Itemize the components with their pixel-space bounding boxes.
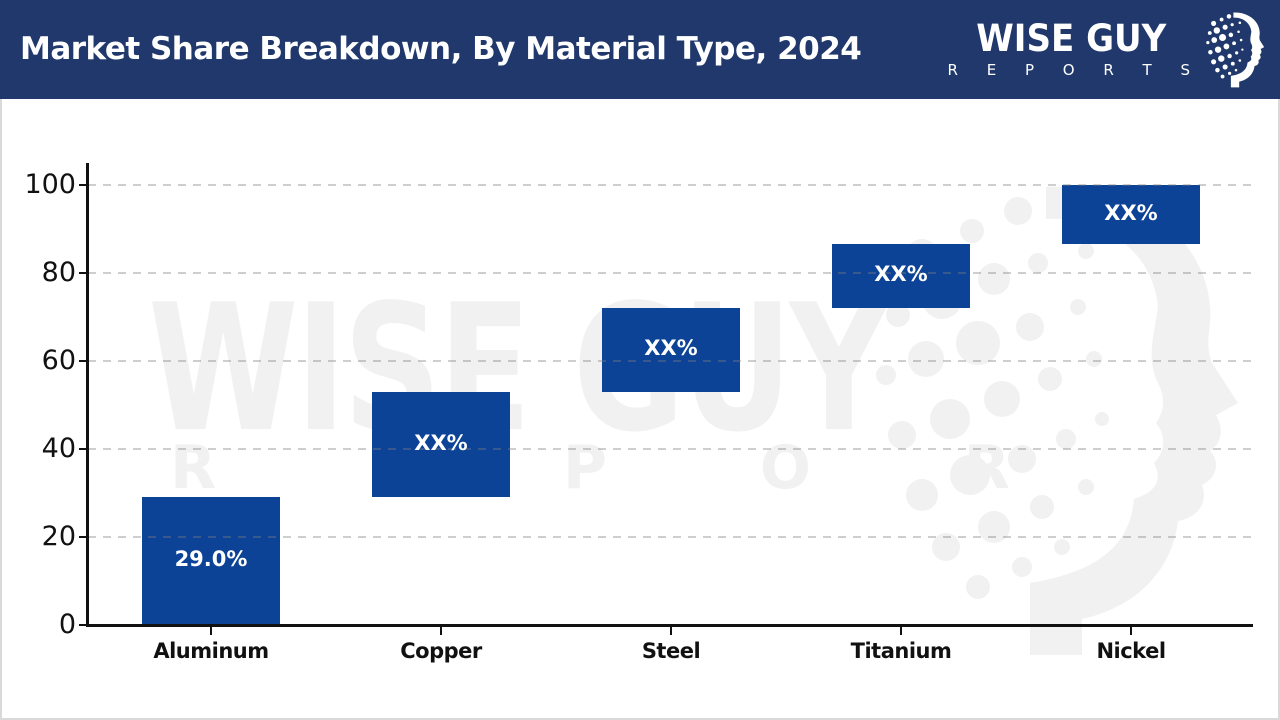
y-axis-tick-label: 0 xyxy=(58,609,76,640)
header-bar: Market Share Breakdown, By Material Type… xyxy=(0,0,1280,99)
page-title: Market Share Breakdown, By Material Type… xyxy=(20,31,862,67)
bar-steel xyxy=(602,308,740,392)
x-axis-tick-mark xyxy=(210,627,212,635)
y-axis-tick-mark xyxy=(79,448,87,450)
bar-value-label: XX% xyxy=(644,336,698,360)
y-axis-tick-mark xyxy=(79,184,87,186)
bar-value-label: XX% xyxy=(1104,200,1158,225)
x-axis-category-label: Steel xyxy=(641,639,701,663)
bar-value-label: XX% xyxy=(414,430,468,455)
watermark-wordmark: WISE GUY xyxy=(148,268,888,471)
bar-nickel xyxy=(1062,185,1200,245)
x-axis-tick-mark xyxy=(670,627,672,635)
watermark-reports-text: R E P O R T S xyxy=(170,433,1280,503)
y-axis-tick-label: 100 xyxy=(24,169,76,200)
x-axis-tick-mark xyxy=(1130,627,1132,635)
y-axis-tick-label: 80 xyxy=(41,257,76,288)
waterfall-chart: 0 20 40 60 80 100 29.0% Aluminum XX% Copper XX% Ste… xyxy=(0,99,1280,720)
bar-copper xyxy=(372,391,510,498)
gridline-y60 xyxy=(88,360,1253,362)
y-axis-tick-mark xyxy=(79,536,87,538)
gridline-y100 xyxy=(88,184,1253,186)
x-axis-tick-mark xyxy=(440,627,442,635)
x-axis-tick-mark xyxy=(900,627,902,635)
y-axis-tick-mark xyxy=(79,272,87,274)
x-axis-category-label: Nickel xyxy=(1096,639,1166,663)
brand-wordmark: WISE GUY xyxy=(976,17,1167,60)
x-axis-category-label: Aluminum xyxy=(153,639,269,663)
bar-value-label: 29.0% xyxy=(174,547,248,572)
y-axis-tick-label: 60 xyxy=(41,345,76,376)
brand-logo-text: WISE GUY R E P O R T S xyxy=(942,20,1202,78)
y-axis-tick-label: 20 xyxy=(41,521,76,552)
gridline-y80 xyxy=(88,272,1253,274)
y-axis-tick-mark xyxy=(79,624,87,626)
gridline-y40 xyxy=(88,448,1253,450)
x-axis-category-label: Titanium xyxy=(850,639,952,663)
bar-value-label: XX% xyxy=(874,262,928,287)
bar-aluminum xyxy=(142,497,280,625)
y-axis-tick-mark xyxy=(79,360,87,362)
brand-head-icon xyxy=(1206,12,1265,88)
y-axis-line xyxy=(86,163,89,627)
y-axis-tick-label: 40 xyxy=(41,433,76,464)
brand-reports-text: R E P O R T S xyxy=(947,61,1202,79)
bar-titanium xyxy=(832,244,970,309)
x-axis-category-label: Copper xyxy=(400,639,482,663)
gridline-y20 xyxy=(88,536,1253,538)
x-axis-line xyxy=(88,624,1253,627)
brand-logo: WISE GUY R E P O R T S xyxy=(942,8,1268,90)
